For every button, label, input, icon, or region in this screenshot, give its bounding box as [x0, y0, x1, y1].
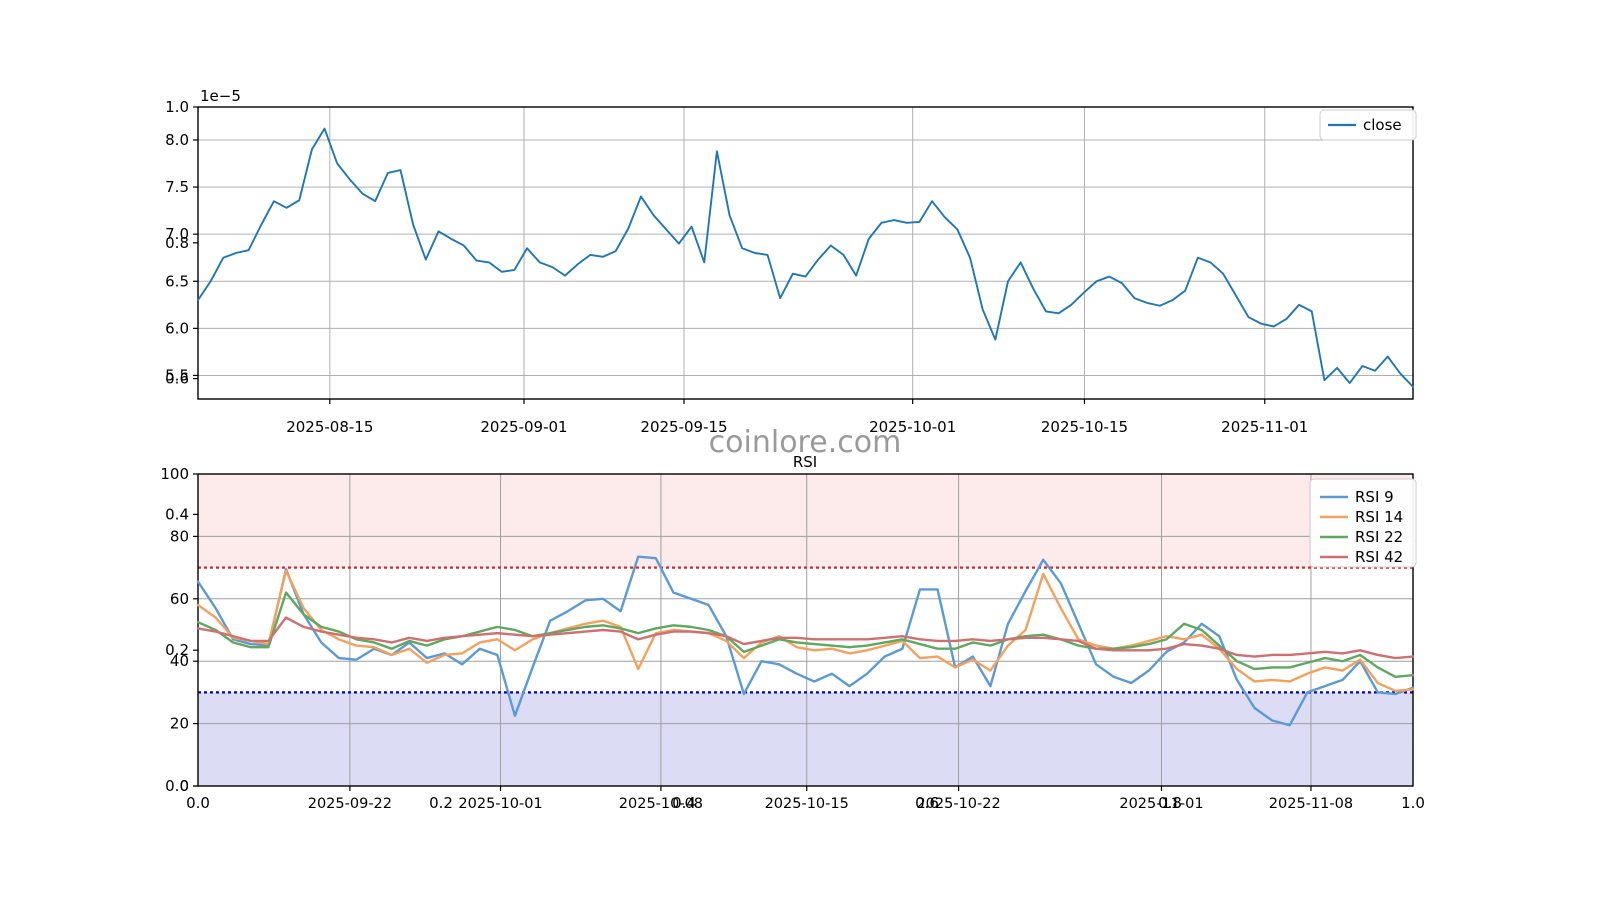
price-x-tick-label: 2025-09-15	[640, 418, 727, 436]
overlay-x-tick-label: 0.6	[915, 794, 939, 812]
rsi-x-tick-label: 2025-10-01	[458, 796, 542, 812]
rsi-line-rsi-22	[196, 591, 1415, 678]
rsi-panel-title: RSI	[793, 453, 817, 471]
rsi-legend-label: RSI 14	[1355, 508, 1403, 526]
rsi-y-tick-label: 20	[170, 715, 189, 733]
overlay-x-tick-labels: 0.0 0.2 0.4 0.6 0.8 1.0	[186, 794, 1425, 812]
rsi-y-tick-label: 40	[170, 652, 189, 670]
price-y-tick-label: 7.5	[165, 178, 189, 196]
rsi-y-tick-label: 80	[170, 527, 189, 545]
overlay-x-tick-label: 0.4	[672, 794, 696, 812]
rsi-y-tick-label: 60	[170, 590, 189, 608]
price-y-tick-label: 6.5	[165, 272, 189, 290]
price-x-tick-label: 2025-10-15	[1041, 418, 1128, 436]
rsi-legend-label: RSI 42	[1355, 548, 1403, 566]
rsi-overbought-band	[198, 474, 1413, 568]
rsi-x-tick-label: 2025-11-01	[1119, 796, 1203, 812]
overlay-y-tick-label: 1.0	[165, 98, 189, 116]
rsi-y-tick-label: 0	[179, 777, 189, 795]
price-x-tick-labels: 2025-08-15 2025-09-01 2025-09-15 2025-10-01…	[286, 418, 1308, 436]
rsi-x-tick-labels: 2025-09-22 2025-10-01 2025-10-08 2025-10-15…	[308, 796, 1353, 812]
overlay-y-tick-label: 0.0	[165, 777, 189, 795]
price-x-tick-label: 2025-08-15	[286, 418, 373, 436]
rsi-x-tick-label: 2025-09-22	[308, 796, 392, 812]
price-y-tick-labels: 5.5 6.0 6.5 7.0 7.5 8.0	[165, 131, 189, 384]
rsi-y-tick-label: 100	[160, 465, 189, 483]
rsi-x-tick-label: 2025-11-08	[1269, 796, 1353, 812]
price-plot-frame	[197, 106, 1414, 400]
rsi-y-tick-labels: 0 20 40 60 80 100	[160, 465, 189, 795]
rsi-x-tick-label: 2025-10-08	[619, 796, 703, 812]
price-x-tick-label: 2025-10-01	[869, 418, 956, 436]
rsi-plot-frame	[197, 473, 1414, 787]
price-panel: 5.56.06.57.07.58.0 2025-08-15 2025-09-01 2…	[165, 87, 1417, 436]
rsi-line-rsi-42	[196, 616, 1415, 660]
rsi-legend-box	[1309, 478, 1417, 568]
price-y-tick-label: 8.0	[165, 131, 189, 149]
rsi-panel: 0 20 40 60 80 100 2025-09-22 2025-10-01 2025-10…	[160, 453, 1417, 812]
rsi-legend-items: RSI 9 RSI 14 RSI 22 RSI 42	[1320, 488, 1403, 566]
overlay-y-tick-label: 0.6	[165, 370, 189, 388]
rsi-legend-label: RSI 9	[1355, 488, 1394, 506]
rsi-line-rsi-9	[196, 555, 1415, 727]
overlay-y-tick-label: 0.4	[165, 505, 189, 523]
price-axis-offset-text: 1e−5	[200, 87, 241, 105]
price-legend-box	[1319, 109, 1417, 141]
rsi-legend-label: RSI 22	[1355, 528, 1403, 546]
price-legend[interactable]: close	[1319, 109, 1417, 141]
rsi-x-tick-label: 2025-10-22	[916, 796, 1000, 812]
overlay-x-tick-label: 1.0	[1401, 794, 1425, 812]
price-x-tick-label: 2025-09-01	[480, 418, 567, 436]
rsi-legend[interactable]: RSI 9 RSI 14 RSI 22 RSI 42	[1309, 478, 1417, 568]
coinlore-watermark: coinlore.com	[709, 425, 902, 460]
overlay-x-tick-label: 0.8	[1158, 794, 1182, 812]
overlay-axes: 0.0 0.2 0.4 0.6 0.8 1.0 0.0 0.2 0.4 0.6 0.8 1.0	[165, 98, 1425, 812]
overlay-x-tick-label: 0.0	[186, 794, 210, 812]
rsi-line-rsi-14	[196, 569, 1415, 693]
rsi-series-lines	[196, 555, 1415, 727]
rsi-oversold-band	[198, 692, 1413, 786]
price-y-tick-label: 7.0	[165, 225, 189, 243]
price-y-tick-label: 5.5	[165, 366, 189, 384]
overlay-y-tick-label: 0.8	[165, 234, 189, 252]
price-y-tick-label: 6.0	[165, 319, 189, 337]
price-legend-label-close: close	[1363, 116, 1402, 134]
overlay-y-tick-label: 0.2	[165, 641, 189, 659]
rsi-x-tick-label: 2025-10-15	[765, 796, 849, 812]
overlay-x-tick-label: 0.2	[429, 794, 453, 812]
overlay-y-tick-labels: 0.0 0.2 0.4 0.6 0.8 1.0	[165, 98, 198, 795]
price-close-line	[197, 127, 1414, 388]
price-x-tick-label: 2025-11-01	[1221, 418, 1308, 436]
